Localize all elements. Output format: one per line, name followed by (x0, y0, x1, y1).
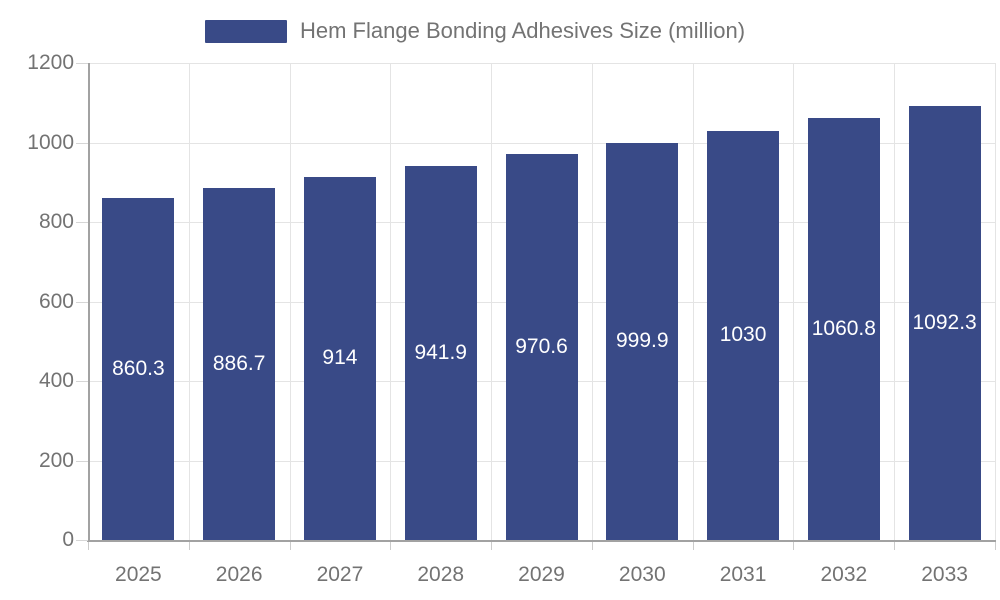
x-axis-tick (188, 542, 190, 550)
y-axis-tick-label: 400 (38, 369, 74, 392)
x-axis-tick (591, 542, 593, 550)
gridline-vertical (793, 63, 795, 540)
x-axis-tick-label: 2033 (921, 563, 968, 586)
bar-value-label: 860.3 (112, 357, 165, 380)
x-axis-tick-label: 2028 (417, 563, 465, 586)
y-axis-tick-label: 800 (38, 210, 74, 233)
x-axis-tick (390, 542, 392, 550)
bar (303, 176, 376, 540)
gridline-vertical (491, 63, 493, 540)
bar-value-label: 914 (322, 346, 358, 370)
y-axis-tick-label: 600 (38, 289, 74, 313)
x-axis-tick-label: 2031 (719, 563, 767, 586)
y-axis-tick (76, 222, 88, 223)
legend-item[interactable]: Hem Flange Bonding Adhesives Size (milli… (205, 18, 745, 44)
y-axis-line (88, 63, 90, 540)
x-axis-tick-label: 2025 (115, 563, 162, 586)
bar-value-label: 1030 (719, 323, 767, 347)
y-axis-tick (76, 540, 88, 541)
gridline-vertical (894, 63, 896, 540)
y-axis-tick-label: 0 (62, 528, 74, 551)
y-axis-tick (76, 142, 88, 144)
gridline-vertical (390, 63, 392, 540)
x-axis-tick (995, 542, 996, 550)
y-axis-tick (76, 63, 88, 64)
gridline-vertical (289, 63, 291, 540)
bar (707, 130, 780, 540)
bar (203, 187, 276, 540)
x-axis-tick (793, 542, 795, 550)
bar (606, 142, 679, 540)
bar-value-label: 999.9 (615, 329, 669, 353)
bar (505, 154, 578, 540)
y-axis-tick (76, 381, 88, 382)
bar-value-label: 1092.3 (912, 310, 977, 334)
gridline-vertical (591, 63, 593, 540)
bar (908, 105, 981, 540)
bar-value-label: 886.7 (212, 351, 266, 375)
legend-swatch (205, 19, 287, 43)
gridline-vertical (188, 63, 190, 540)
y-axis-tick (76, 301, 88, 303)
bar (102, 198, 175, 540)
y-axis-tick-label: 200 (38, 448, 74, 472)
x-axis-tick-label: 2029 (518, 563, 565, 586)
legend-label: Hem Flange Bonding Adhesives Size (milli… (300, 18, 746, 43)
x-axis-tick (289, 542, 291, 550)
gridline-vertical (692, 63, 694, 540)
y-axis-tick-label: 1200 (27, 51, 74, 74)
y-axis-tick-label: 1000 (27, 130, 74, 154)
y-axis-tick (76, 460, 88, 462)
gridline-horizontal (88, 63, 995, 64)
x-axis-tick-label: 2026 (215, 563, 263, 586)
plot-area: 860.3 886.7 914 941.9 970.6 999.9 1030 1060.8 10… (88, 63, 996, 540)
bar (404, 165, 477, 540)
gridline-vertical (995, 63, 996, 540)
bar-value-label: 1060.8 (811, 317, 876, 341)
x-axis-tick-label: 2027 (316, 563, 364, 586)
x-axis-line (87, 540, 996, 542)
x-axis-tick (88, 542, 89, 550)
bar-value-label: 941.9 (414, 340, 467, 364)
bar-value-label: 970.6 (515, 335, 568, 359)
gridline-horizontal (88, 142, 995, 144)
x-axis-tick-label: 2032 (820, 563, 868, 586)
x-axis-tick-label: 2030 (618, 563, 666, 586)
x-axis-tick (491, 542, 493, 550)
bar (807, 118, 880, 540)
x-axis-tick (894, 542, 896, 550)
x-axis-tick (692, 542, 694, 550)
